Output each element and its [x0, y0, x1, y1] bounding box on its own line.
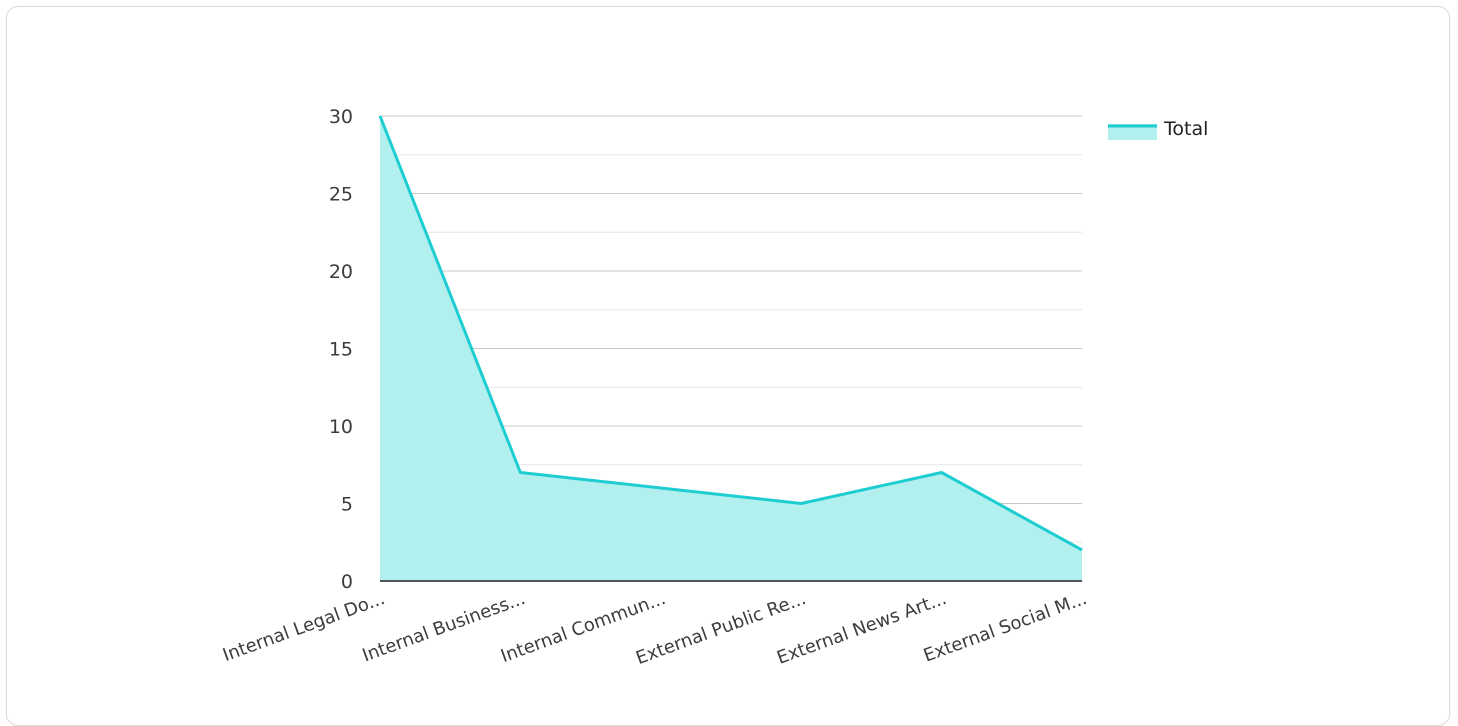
y-axis-ticks: 0 5 10 15 20 25 30: [329, 106, 353, 593]
y-tick-label: 10: [329, 416, 353, 438]
chart-card: [6, 6, 1450, 726]
chart: 0 5 10 15 20 25 30 Internal Legal Do...Interna…: [220, 106, 1208, 669]
y-tick-label: 25: [329, 184, 353, 206]
y-tick-label: 20: [329, 261, 353, 283]
y-tick-label: 15: [329, 339, 353, 361]
y-tick-label: 0: [341, 571, 353, 593]
y-tick-label: 5: [341, 494, 353, 516]
legend-swatch-fill: [1108, 124, 1157, 140]
y-tick-label: 30: [329, 106, 353, 128]
legend-label-total: Total: [1163, 118, 1208, 140]
x-axis-ticks: Internal Legal Do...Internal Business...…: [220, 588, 1090, 669]
series-line-total[interactable]: [378, 115, 1083, 552]
series-area-total: [380, 116, 1082, 581]
legend[interactable]: Total: [1108, 118, 1208, 140]
